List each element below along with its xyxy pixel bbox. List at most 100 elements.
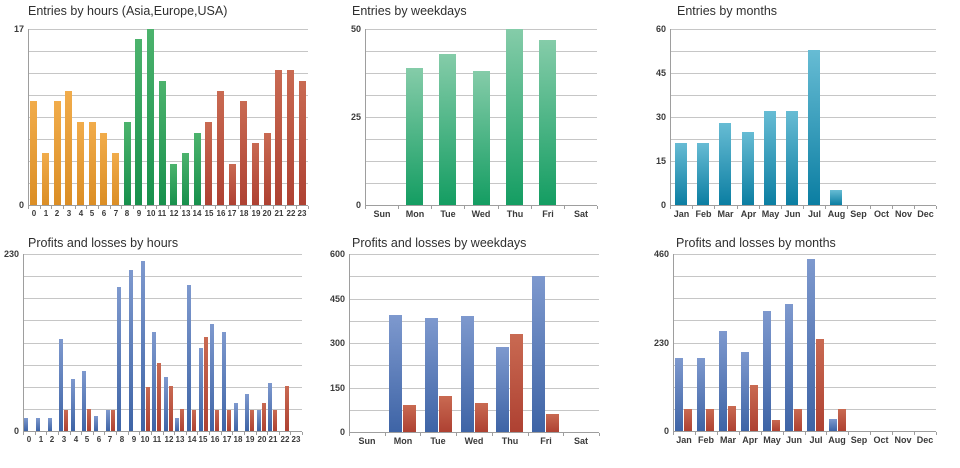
axis-tick <box>761 432 762 435</box>
x-tick-label: 23 <box>297 209 307 218</box>
chart-entries-by-months: Entries by months 0 15 30 45 60 Jan Feb Mar Apr Ma… <box>640 0 960 234</box>
y-axis-line <box>670 29 671 208</box>
axis-tick <box>781 206 782 209</box>
bar-profit <box>164 377 168 431</box>
bar-entries <box>830 190 842 205</box>
gridline <box>349 365 599 366</box>
axis-tick <box>93 432 94 435</box>
x-axis-line <box>349 432 599 433</box>
gridline <box>23 298 302 299</box>
axis-tick <box>365 206 366 209</box>
bar-profit <box>210 324 214 431</box>
bar-loss <box>64 410 68 431</box>
axis-tick <box>456 433 457 436</box>
x-axis-line <box>365 205 597 206</box>
bar-loss <box>706 409 714 431</box>
axis-tick <box>597 206 598 209</box>
bar-entries <box>194 133 201 205</box>
bar-loss <box>475 403 488 432</box>
axis-tick <box>737 206 738 209</box>
bar-profit <box>389 315 402 432</box>
bar-entries <box>147 29 154 205</box>
axis-tick <box>267 432 268 435</box>
axis-tick <box>279 432 280 435</box>
axis-tick <box>58 432 59 435</box>
bar-profit <box>532 276 545 432</box>
bar-entries <box>742 132 754 205</box>
y-tick-label: 0 <box>355 200 361 210</box>
bar-entries <box>697 143 709 205</box>
gridline <box>673 254 936 255</box>
axis-tick <box>174 432 175 435</box>
x-tick-label: 17 <box>227 209 237 218</box>
bar-loss <box>215 410 219 431</box>
gridline <box>673 409 936 410</box>
gridline <box>673 387 936 388</box>
x-tick-label: 23 <box>291 435 301 444</box>
bar-profit <box>222 332 226 431</box>
x-tick-label: Sun <box>373 209 391 219</box>
gridline <box>670 117 936 118</box>
axis-tick <box>302 432 303 435</box>
gridline <box>23 276 302 277</box>
axis-tick <box>673 432 674 435</box>
gridline <box>670 95 936 96</box>
x-tick-label: Mar <box>719 435 736 445</box>
gridline <box>673 343 936 344</box>
axis-tick <box>238 206 239 209</box>
bar-entries <box>77 122 84 205</box>
y-tick-label: 0 <box>13 426 19 436</box>
x-tick-label: Oct <box>873 209 889 219</box>
gridline <box>365 51 597 52</box>
x-tick-label: Jan <box>673 209 690 219</box>
axis-tick <box>385 433 386 436</box>
gridline <box>349 410 599 411</box>
bar-entries <box>159 81 166 205</box>
bar-profit <box>152 332 156 431</box>
y-tick-label: 45 <box>655 68 666 78</box>
x-tick-label: 15 <box>204 209 214 218</box>
axis-tick <box>46 432 47 435</box>
y-tick-label: 450 <box>329 294 345 304</box>
chart-profits-losses-by-weekdays: Profits and losses by weekdays 0 150 300 450… <box>320 234 640 468</box>
axis-tick <box>936 206 937 209</box>
axis-tick <box>870 432 871 435</box>
bar-loss <box>250 410 254 431</box>
bar-profit <box>763 311 771 431</box>
chart-title: Profits and losses by weekdays <box>352 236 527 250</box>
x-tick-label: Sat <box>573 436 588 446</box>
axis-tick <box>848 432 849 435</box>
axis-tick <box>70 432 71 435</box>
bar-entries <box>506 29 523 205</box>
x-tick-label: 8 <box>119 435 125 444</box>
y-tick-label: 50 <box>350 24 361 34</box>
bar-profit <box>36 418 40 431</box>
x-tick-label: 20 <box>262 209 272 218</box>
x-tick-label: May <box>763 435 781 445</box>
bar-entries <box>764 111 776 205</box>
x-tick-label: 14 <box>187 435 197 444</box>
x-tick-label: 5 <box>89 209 95 218</box>
x-tick-label: Wed <box>464 436 484 446</box>
axis-tick <box>431 206 432 209</box>
bar-loss <box>192 410 196 431</box>
y-tick-label: 150 <box>329 383 345 393</box>
bar-profit <box>675 358 683 431</box>
gridline <box>349 321 599 322</box>
axis-tick <box>180 206 181 209</box>
axis-tick <box>498 206 499 209</box>
bar-profit <box>106 410 110 431</box>
gridline <box>28 95 308 96</box>
axis-tick <box>563 433 564 436</box>
bar-loss <box>111 410 115 431</box>
y-tick-label: 460 <box>653 249 669 259</box>
bar-profit <box>461 316 474 432</box>
x-tick-label: Oct <box>873 435 889 445</box>
bar-entries <box>205 122 212 205</box>
bar-loss <box>87 409 91 431</box>
axis-tick <box>244 432 245 435</box>
x-tick-label: 9 <box>136 209 142 218</box>
gridline <box>23 387 302 388</box>
gridline <box>28 117 308 118</box>
bar-loss <box>146 387 150 431</box>
